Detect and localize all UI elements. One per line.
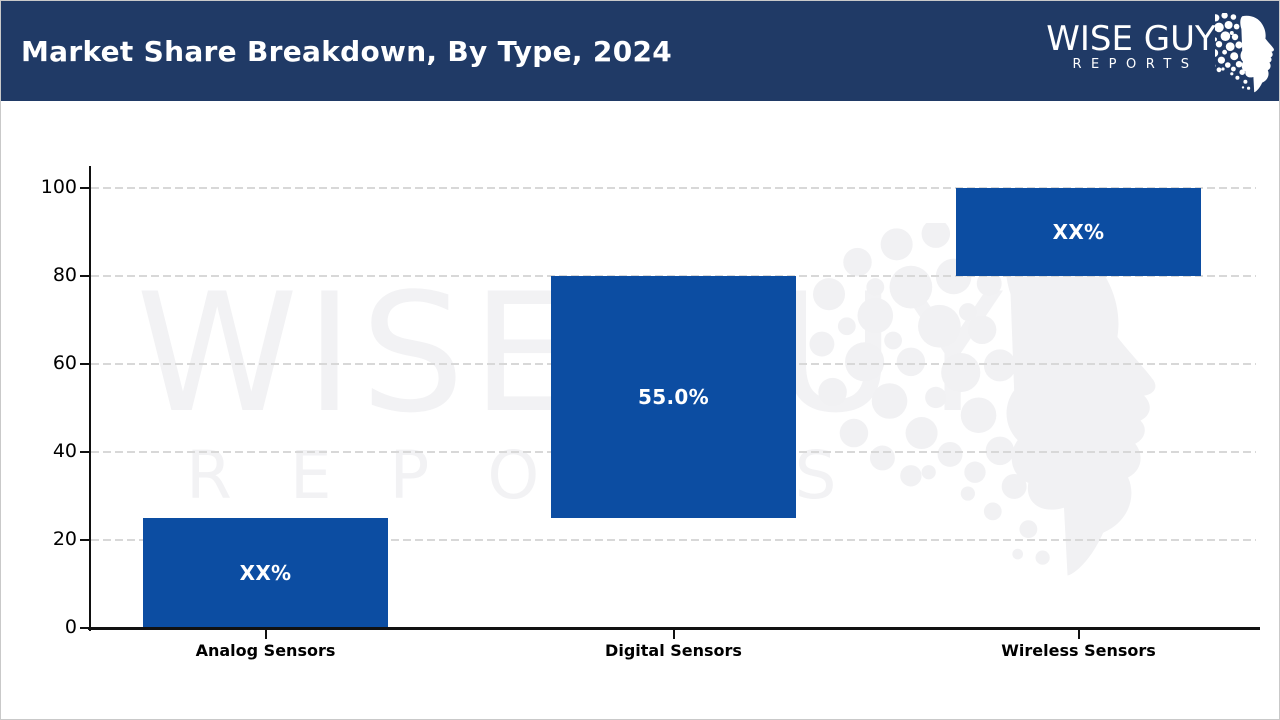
y-tick-mark	[80, 187, 89, 189]
bar-value-label: 55.0%	[638, 385, 709, 409]
brand-head-profile-icon	[1215, 13, 1274, 93]
gridline-y-100	[91, 187, 1256, 189]
header-bar: Market Share Breakdown, By Type, 2024 WI…	[1, 1, 1279, 101]
y-tick-label: 60	[52, 352, 77, 374]
x-category-label: Digital Sensors	[605, 641, 742, 660]
bar-value-label: XX%	[239, 561, 292, 585]
gridline-y-20	[91, 539, 1256, 541]
brand-subname: REPORTS	[1072, 57, 1199, 72]
brand-text: WISE GUY REPORTS	[1045, 21, 1217, 73]
bar-wireless-sensors: XX%	[956, 188, 1201, 276]
x-tick-mark	[672, 630, 675, 639]
x-tick-mark	[1077, 630, 1080, 639]
x-tick-mark	[264, 630, 267, 639]
x-axis-line	[88, 627, 1260, 630]
y-tick-mark	[80, 627, 89, 629]
y-tick-label: 100	[40, 176, 77, 198]
bar-digital-sensors: 55.0%	[551, 276, 796, 518]
y-tick-label: 80	[52, 264, 77, 286]
y-tick-mark	[80, 363, 89, 365]
y-tick-label: 40	[52, 440, 77, 462]
y-tick-mark	[80, 275, 89, 277]
y-axis-line	[89, 166, 91, 631]
x-category-label: Analog Sensors	[195, 641, 336, 660]
y-tick-mark	[80, 539, 89, 541]
brand-name: WISE GUY	[1046, 19, 1216, 59]
y-tick-mark	[80, 451, 89, 453]
x-category-label: Wireless Sensors	[1001, 641, 1156, 660]
bar-analog-sensors: XX%	[143, 518, 388, 628]
bar-value-label: XX%	[1052, 220, 1105, 244]
y-tick-label: 0	[64, 616, 77, 638]
brand-logo: WISE GUY REPORTS	[1033, 7, 1274, 95]
page-title: Market Share Breakdown, By Type, 2024	[21, 34, 673, 68]
y-tick-label: 20	[52, 528, 77, 550]
